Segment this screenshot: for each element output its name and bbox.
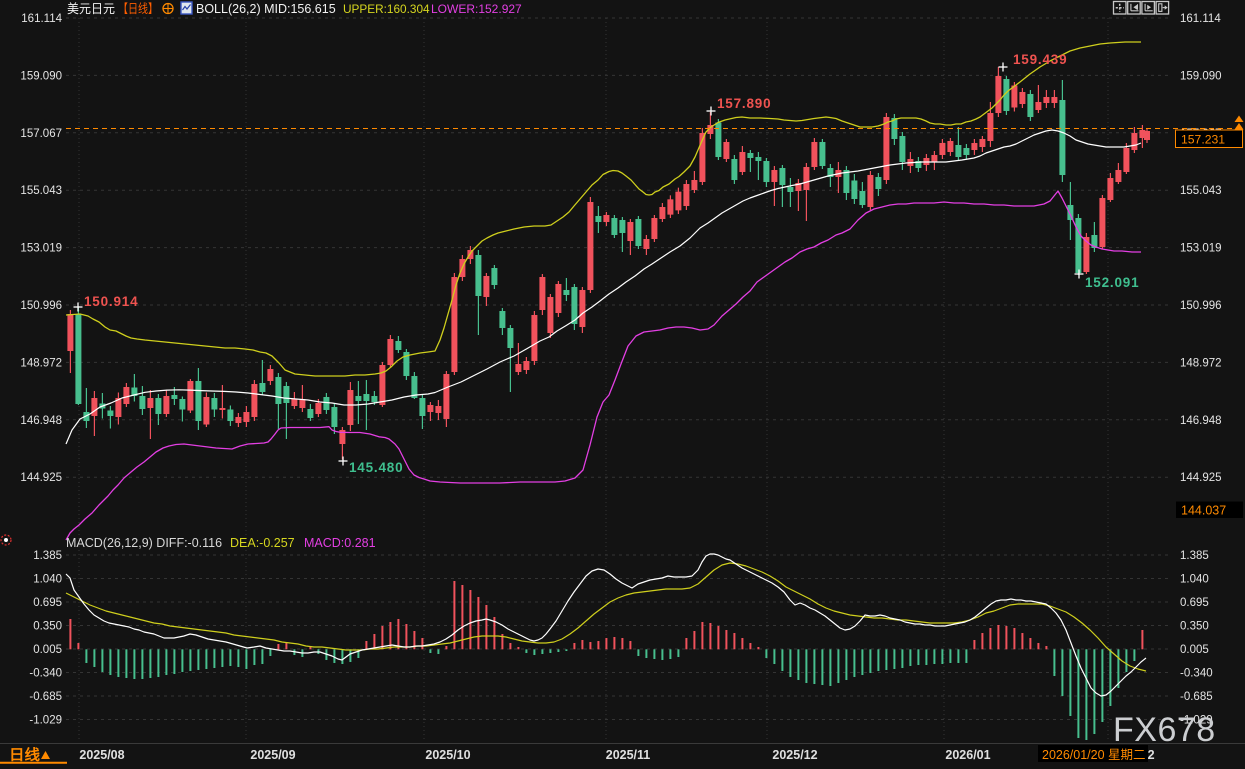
svg-text:144.925: 144.925 <box>1180 472 1222 484</box>
svg-text:161.114: 161.114 <box>21 13 62 25</box>
svg-text:144.037: 144.037 <box>1181 504 1226 518</box>
svg-text:2026/01: 2026/01 <box>945 748 990 762</box>
svg-text:2025/08: 2025/08 <box>79 748 124 762</box>
svg-text:161.114: 161.114 <box>1180 13 1221 25</box>
svg-text:144.925: 144.925 <box>20 472 62 484</box>
svg-text:MACD:0.281: MACD:0.281 <box>304 536 376 550</box>
svg-text:150.996: 150.996 <box>20 300 62 312</box>
svg-text:MACD(26,12,9) DIFF:-0.116: MACD(26,12,9) DIFF:-0.116 <box>66 536 222 550</box>
svg-text:159.439: 159.439 <box>1013 52 1067 67</box>
svg-text:152.091: 152.091 <box>1085 275 1139 290</box>
svg-text:159.090: 159.090 <box>1180 70 1222 82</box>
svg-text:2025/12: 2025/12 <box>772 748 817 762</box>
svg-text:146.948: 146.948 <box>1180 415 1222 427</box>
svg-text:2026/01/20 星期二: 2026/01/20 星期二 <box>1042 748 1146 762</box>
svg-text:-0.685: -0.685 <box>1180 691 1213 703</box>
svg-text:日线: 日线 <box>9 746 41 764</box>
svg-text:157.890: 157.890 <box>717 96 771 111</box>
svg-text:1.385: 1.385 <box>33 550 62 562</box>
svg-text:153.019: 153.019 <box>20 243 62 255</box>
svg-text:DEA:-0.257: DEA:-0.257 <box>230 536 295 550</box>
svg-text:148.972: 148.972 <box>20 357 62 369</box>
svg-text:0.695: 0.695 <box>33 597 62 609</box>
svg-text:-1.029: -1.029 <box>1180 715 1213 727</box>
svg-text:-0.340: -0.340 <box>29 668 62 680</box>
svg-text:0.005: 0.005 <box>33 644 62 656</box>
svg-text:157.231: 157.231 <box>1181 133 1225 147</box>
svg-text:157.067: 157.067 <box>20 128 62 140</box>
svg-text:0.350: 0.350 <box>33 621 62 633</box>
svg-text:2025/11: 2025/11 <box>606 748 651 762</box>
svg-text:0.005: 0.005 <box>1180 644 1209 656</box>
svg-text:BOLL(26,2) MID:156.615: BOLL(26,2) MID:156.615 <box>196 2 336 16</box>
svg-text:UPPER:160.304: UPPER:160.304 <box>343 2 430 16</box>
svg-text:FX678: FX678 <box>1113 711 1216 749</box>
svg-text:0.350: 0.350 <box>1180 621 1209 633</box>
svg-text:美元日元: 美元日元 <box>67 2 115 16</box>
svg-text:2025/10: 2025/10 <box>425 748 470 762</box>
svg-text:1.385: 1.385 <box>1180 550 1209 562</box>
svg-text:145.480: 145.480 <box>349 460 403 475</box>
svg-text:1.040: 1.040 <box>33 574 62 586</box>
svg-text:【日线】: 【日线】 <box>118 2 158 16</box>
svg-text:-0.685: -0.685 <box>29 691 62 703</box>
svg-text:155.043: 155.043 <box>1180 185 1222 197</box>
svg-text:2025/09: 2025/09 <box>250 748 295 762</box>
svg-text:-0.340: -0.340 <box>1180 668 1213 680</box>
svg-text:153.019: 153.019 <box>1180 243 1222 255</box>
svg-text:155.043: 155.043 <box>20 185 62 197</box>
svg-text:1.040: 1.040 <box>1180 574 1209 586</box>
svg-text:159.090: 159.090 <box>20 70 62 82</box>
svg-text:-1.029: -1.029 <box>29 715 62 727</box>
svg-text:148.972: 148.972 <box>1180 357 1222 369</box>
svg-text:0.695: 0.695 <box>1180 597 1209 609</box>
svg-text:150.914: 150.914 <box>84 294 138 309</box>
svg-text:146.948: 146.948 <box>20 415 62 427</box>
svg-text:LOWER:152.927: LOWER:152.927 <box>431 2 522 16</box>
svg-text:150.996: 150.996 <box>1180 300 1222 312</box>
